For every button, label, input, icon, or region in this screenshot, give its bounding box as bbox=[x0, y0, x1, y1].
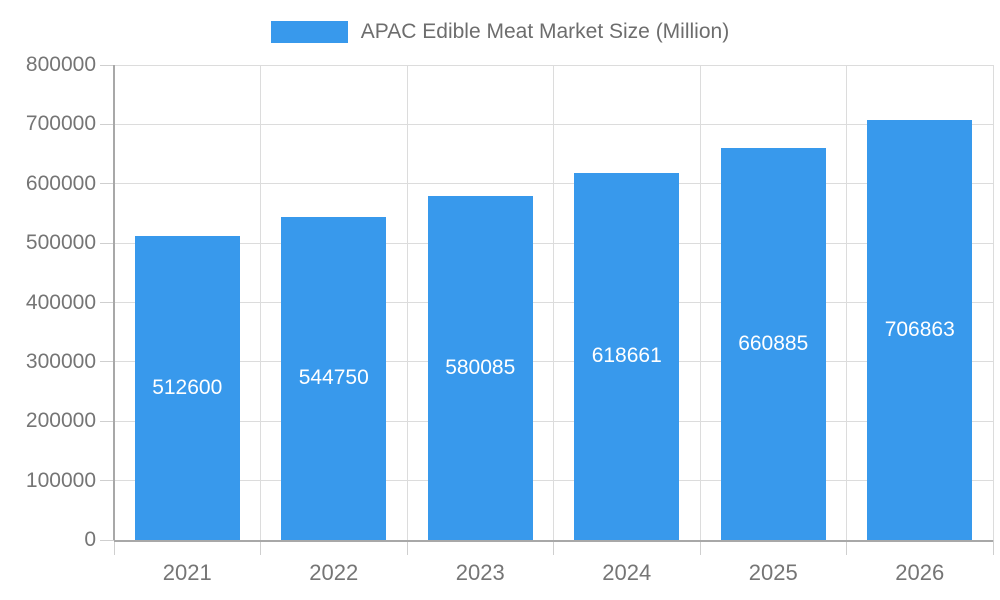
legend-swatch-icon bbox=[270, 21, 348, 43]
bar-2026[interactable]: 706863 bbox=[867, 120, 973, 540]
x-axis-line bbox=[114, 540, 993, 542]
y-axis-label: 600000 bbox=[25, 171, 96, 195]
x-tick bbox=[553, 540, 554, 555]
y-tick bbox=[100, 302, 114, 303]
bar-value-label: 580085 bbox=[445, 355, 516, 379]
x-tick bbox=[260, 540, 261, 555]
x-axis-label-2024: 2024 bbox=[602, 560, 652, 585]
gridline-vertical bbox=[260, 65, 261, 540]
x-tick bbox=[846, 540, 847, 555]
bar-value-label: 544750 bbox=[298, 366, 369, 390]
gridline-vertical bbox=[553, 65, 554, 540]
y-axis-label: 300000 bbox=[25, 349, 96, 373]
gridline-vertical bbox=[992, 65, 994, 540]
y-axis-label: 0 bbox=[84, 528, 96, 551]
y-axis-line bbox=[113, 65, 115, 540]
x-tick bbox=[699, 540, 701, 555]
bar-2022[interactable]: 544750 bbox=[281, 216, 387, 540]
x-tick bbox=[992, 540, 994, 555]
y-tick bbox=[100, 64, 114, 66]
bar-2021[interactable]: 512600 bbox=[134, 235, 240, 540]
x-axis-label-2021: 2021 bbox=[162, 560, 212, 585]
y-axis-label: 400000 bbox=[25, 290, 96, 314]
legend-label: APAC Edible Meat Market Size (Million) bbox=[360, 20, 730, 43]
gridline-vertical bbox=[699, 65, 701, 540]
gridline-vertical bbox=[406, 65, 408, 540]
y-tick bbox=[100, 420, 114, 422]
y-axis-label: 800000 bbox=[25, 53, 96, 76]
gridline-vertical bbox=[846, 65, 847, 540]
y-tick bbox=[100, 361, 114, 363]
y-tick bbox=[100, 183, 114, 185]
y-axis-label: 200000 bbox=[25, 409, 96, 433]
x-axis-label-2022: 2022 bbox=[309, 560, 359, 585]
x-axis-label-2023: 2023 bbox=[455, 560, 505, 585]
y-tick bbox=[100, 242, 114, 244]
y-tick bbox=[100, 123, 114, 125]
bar-value-label: 512600 bbox=[152, 375, 223, 399]
y-tick bbox=[100, 480, 114, 482]
x-tick bbox=[113, 540, 115, 555]
y-tick bbox=[100, 539, 114, 541]
x-axis-label-2025: 2025 bbox=[748, 560, 798, 585]
x-tick bbox=[406, 540, 408, 555]
y-axis-label: 100000 bbox=[25, 468, 96, 492]
bar-value-label: 706863 bbox=[884, 318, 955, 342]
bar-2025[interactable]: 660885 bbox=[720, 147, 826, 540]
bar-value-label: 660885 bbox=[738, 331, 809, 355]
x-axis-label-2026: 2026 bbox=[895, 560, 945, 585]
bar-2023[interactable]: 580085 bbox=[427, 195, 533, 540]
bar-value-label: 618661 bbox=[591, 344, 662, 368]
y-axis-label: 500000 bbox=[25, 231, 96, 255]
bar-2024[interactable]: 618661 bbox=[574, 172, 680, 540]
legend[interactable]: APAC Edible Meat Market Size (Million) bbox=[0, 20, 1000, 44]
y-axis-label: 700000 bbox=[25, 112, 96, 136]
